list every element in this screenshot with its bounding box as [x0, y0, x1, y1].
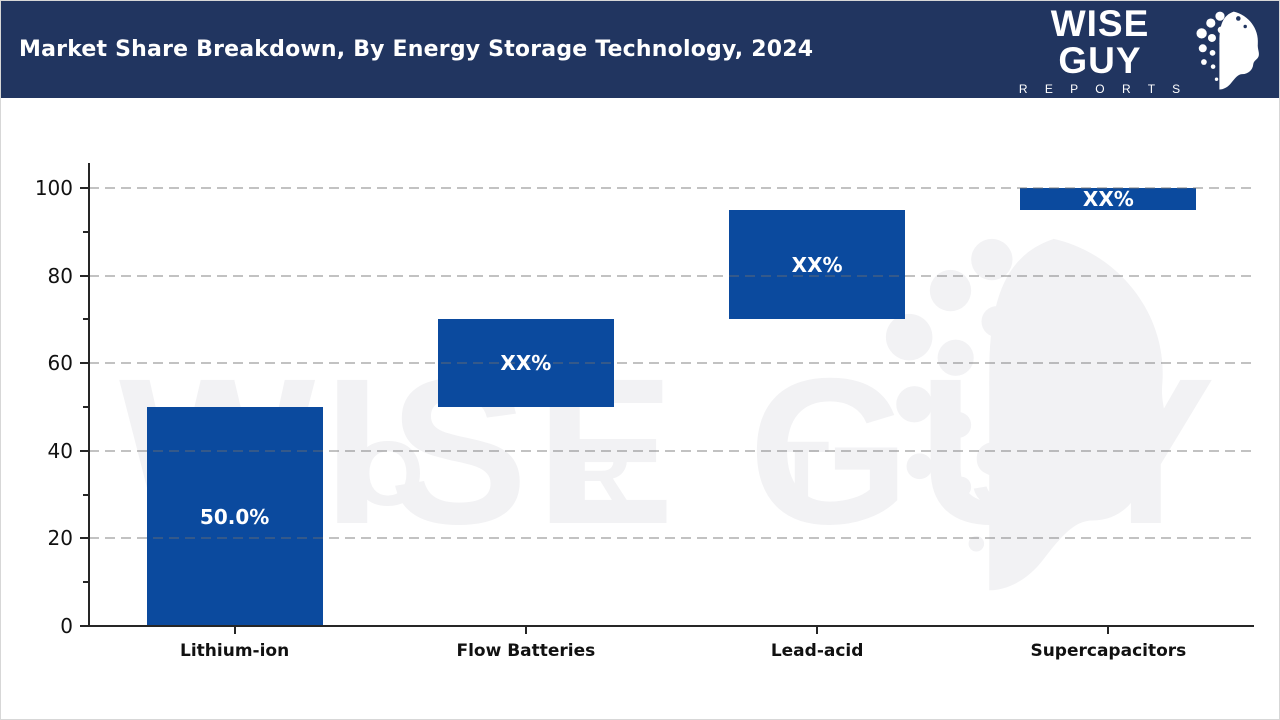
y-tick-label-80: 80: [47, 263, 73, 288]
bar-flow-batteries: [437, 319, 614, 407]
y-tick-minor-70: [83, 318, 88, 321]
report-header: Market Share Breakdown, By Energy Storag…: [1, 1, 1279, 98]
gridline-40: [89, 449, 1254, 452]
bar-lead-acid: [729, 209, 906, 320]
gridline-20: [89, 537, 1254, 540]
x-category-label: Flow Batteries: [456, 641, 596, 661]
y-tick-major-20: [80, 537, 88, 540]
x-category-label: Lead-acid: [770, 641, 864, 661]
gridline-100: [89, 187, 1254, 189]
bar-value-label: XX%: [1082, 186, 1134, 211]
y-tick-major-100: [80, 187, 88, 189]
x-axis-line: [88, 625, 1254, 627]
page-title: Market Share Breakdown, By Energy Storag…: [19, 37, 814, 62]
y-tick-major-0: [80, 625, 88, 627]
wiseguy-logo-name: WISE GUY: [1050, 2, 1150, 81]
bar-value-label: XX%: [791, 252, 843, 277]
y-tick-major-40: [80, 449, 88, 452]
gridline-80: [89, 274, 1254, 277]
bar-supercapacitors: [1020, 188, 1197, 210]
wiseguy-face-icon: [1196, 11, 1259, 90]
y-tick-label-100: 100: [34, 176, 73, 200]
y-tick-label-20: 20: [47, 526, 73, 551]
x-category-label: Supercapacitors: [1030, 641, 1187, 661]
y-tick-label-0: 0: [60, 614, 73, 638]
wiseguy-logo-reports: R E P O R T S: [1018, 81, 1188, 96]
y-tick-minor-90: [83, 230, 88, 233]
y-tick-minor-30: [83, 493, 88, 496]
x-tick-0: [233, 626, 236, 634]
y-tick-label-40: 40: [47, 438, 73, 463]
y-tick-label-60: 60: [47, 351, 73, 376]
y-axis-line: [88, 163, 90, 627]
y-tick-major-60: [80, 362, 88, 365]
bar-value-label: XX%: [500, 351, 552, 376]
x-tick-2: [816, 626, 819, 634]
bar-lithium-ion: [146, 407, 323, 626]
x-tick-1: [524, 626, 527, 634]
gridline-60: [89, 362, 1254, 365]
y-tick-minor-10: [83, 581, 88, 584]
wiseguy-logo-text: WISE GUY R E P O R T S: [1007, 5, 1193, 95]
x-tick-3: [1107, 626, 1110, 634]
y-tick-major-80: [80, 274, 88, 277]
y-tick-minor-50: [83, 406, 88, 408]
bar-value-label: 50.0%: [199, 504, 270, 529]
wiseguy-logo: WISE GUY R E P O R T S: [1007, 1, 1267, 98]
x-category-label: Lithium-ion: [180, 641, 290, 661]
